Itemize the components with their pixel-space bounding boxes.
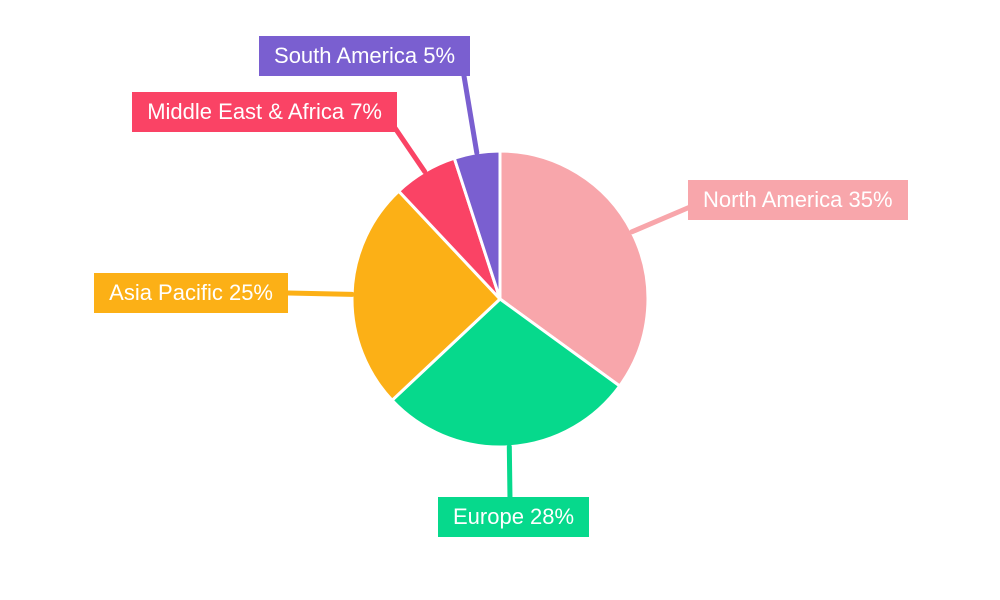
pie-label-asia-pacific: Asia Pacific 25% (94, 273, 288, 313)
leader-line-middle-east-africa (392, 125, 428, 175)
leader-line-north-america (629, 204, 693, 235)
leader-line-europe (506, 444, 513, 502)
pie-label-middle-east-africa: Middle East & Africa 7% (132, 92, 397, 132)
pie-label-south-america: South America 5% (259, 36, 470, 76)
leader-line-asia-pacific (285, 290, 355, 297)
pie-label-europe: Europe 28% (438, 497, 590, 537)
leader-line-south-america (461, 73, 480, 156)
pie-label-north-america: North America 35% (688, 180, 908, 220)
